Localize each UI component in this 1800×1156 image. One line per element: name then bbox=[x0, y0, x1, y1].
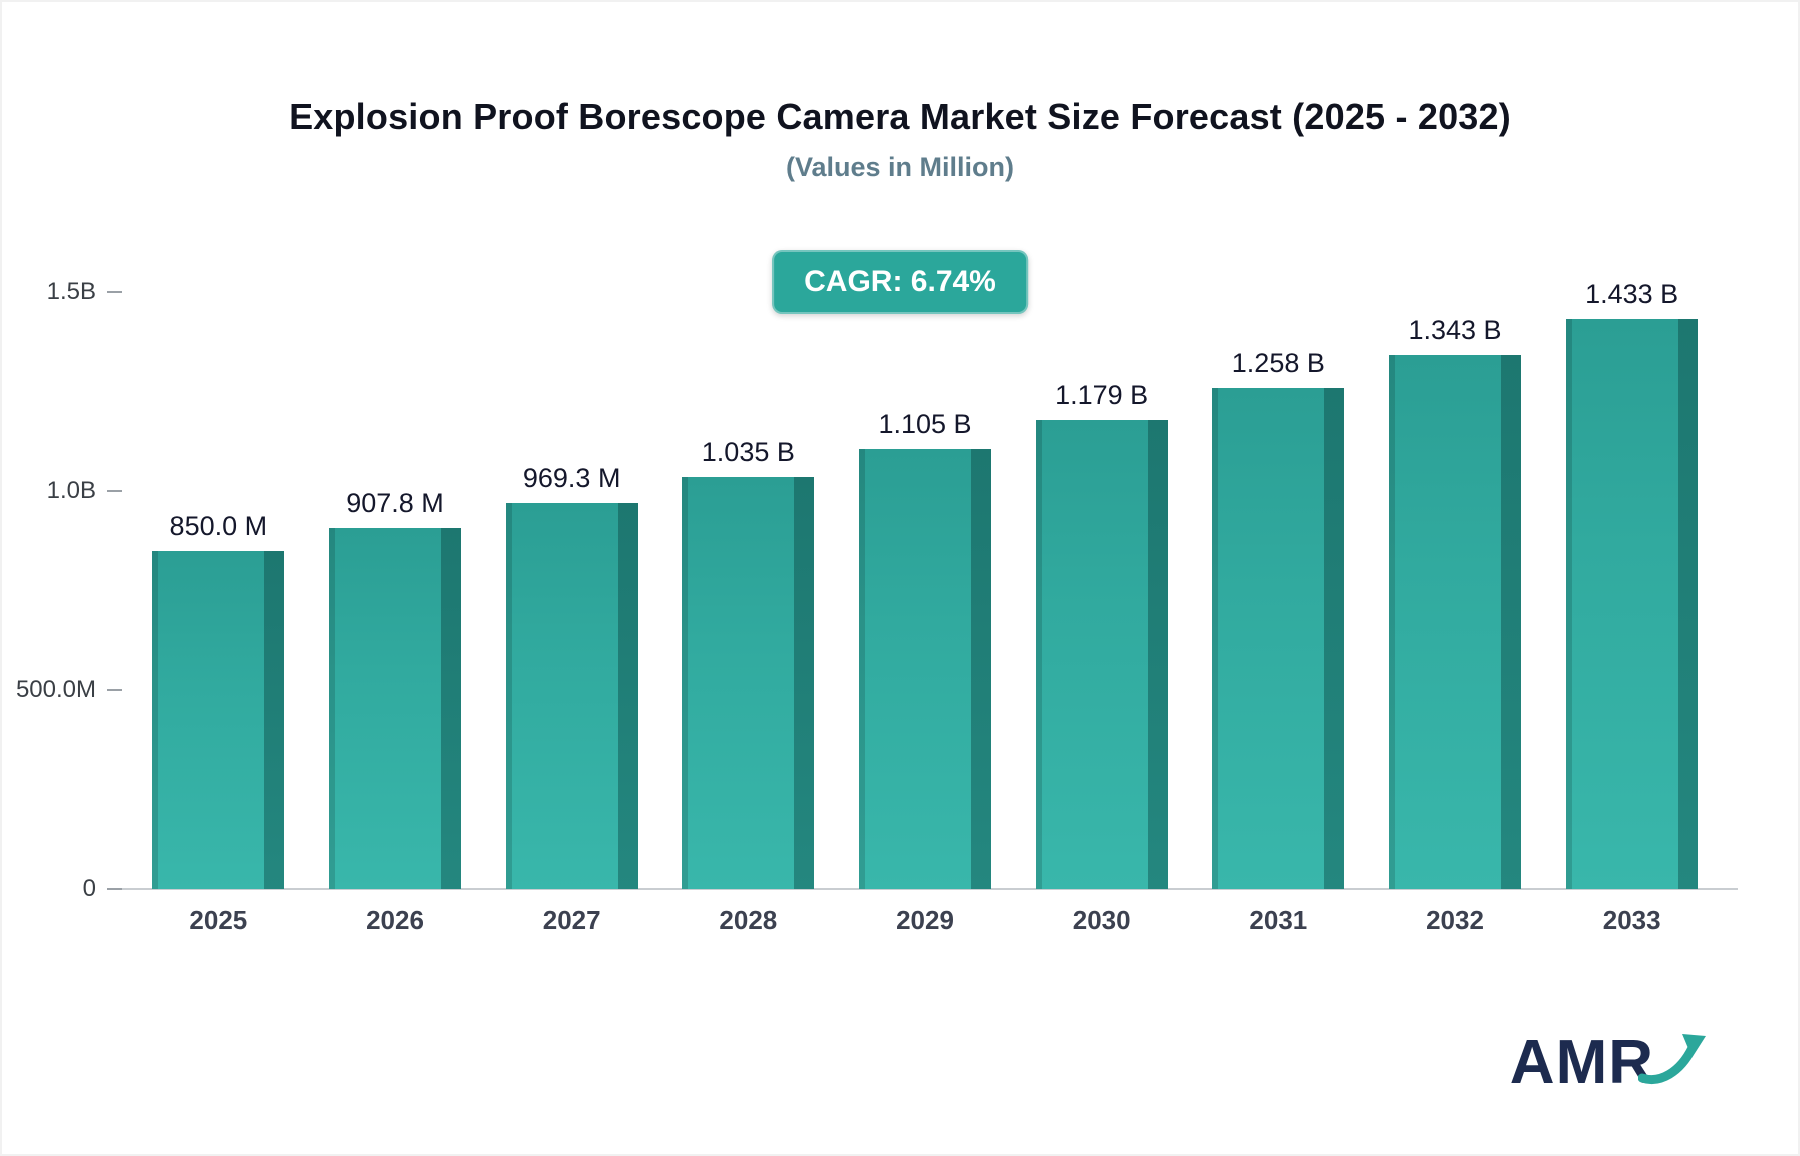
x-axis-label: 2030 bbox=[1072, 905, 1131, 935]
bar-side-face bbox=[794, 477, 815, 889]
y-tick-label: 0 bbox=[82, 875, 96, 902]
plot-area: 1.5B 1.0B 500.0M 0 850.0 M 907.8 M 969.3 M 1.03… bbox=[16, 278, 1738, 902]
bar-2027: 969.3 M bbox=[505, 463, 638, 889]
chart-title: Explosion Proof Borescope Camera Market … bbox=[289, 96, 1511, 137]
x-axis-line bbox=[112, 888, 1738, 890]
amr-logo-text: AMR bbox=[1509, 1028, 1654, 1097]
x-axis-label: 2031 bbox=[1249, 905, 1308, 935]
bar-side-face bbox=[264, 550, 285, 889]
bar-value-label: 907.8 M bbox=[346, 487, 444, 518]
bar-side-face bbox=[1147, 419, 1168, 889]
bar-front-face bbox=[1565, 318, 1678, 889]
bar-value-label: 1.035 B bbox=[701, 437, 795, 468]
bar-value-label: 850.0 M bbox=[169, 510, 268, 541]
y-tick-mark bbox=[107, 689, 122, 691]
bar-value-label: 1.179 B bbox=[1055, 379, 1149, 410]
y-tick-mark bbox=[107, 490, 122, 492]
bar-front-face bbox=[1389, 354, 1501, 889]
bar-2032: 1.343 B bbox=[1389, 315, 1521, 889]
y-tick-label: 500.0M bbox=[15, 676, 96, 703]
bar-2028: 1.035 B bbox=[682, 437, 815, 889]
x-axis-label: 2032 bbox=[1426, 905, 1484, 935]
y-tick-label: 1.5B bbox=[46, 278, 96, 305]
bar-front-face bbox=[505, 503, 618, 889]
y-tick-label: 1.0B bbox=[46, 477, 96, 504]
bar-value-label: 1.343 B bbox=[1408, 314, 1502, 345]
bar-front-face bbox=[329, 527, 441, 889]
cagr-badge: CAGR: 6.74% bbox=[772, 250, 1028, 314]
bar-front-face bbox=[152, 550, 265, 889]
y-tick-mark bbox=[107, 888, 122, 890]
bar-side-face bbox=[1501, 354, 1521, 889]
bar-2030: 1.179 B bbox=[1035, 380, 1168, 889]
x-axis-label: 2033 bbox=[1602, 905, 1661, 935]
bar-value-label: 1.433 B bbox=[1585, 278, 1679, 309]
bar-2029: 1.105 B bbox=[859, 409, 991, 889]
bar-value-label: 1.258 B bbox=[1231, 348, 1325, 379]
growth-arrow-icon bbox=[1638, 1033, 1706, 1084]
x-axis-label: 2028 bbox=[719, 905, 778, 935]
bar-front-face bbox=[859, 449, 971, 889]
bar-2031: 1.258 B bbox=[1212, 348, 1345, 889]
x-axis-label: 2029 bbox=[896, 905, 954, 935]
chart-subtitle: (Values in Million) bbox=[785, 152, 1015, 182]
bar-front-face bbox=[1035, 419, 1148, 889]
x-axis-label: 2027 bbox=[542, 905, 601, 935]
y-tick-mark bbox=[107, 291, 122, 293]
bar-side-face bbox=[1677, 318, 1698, 889]
amr-logo: AMR bbox=[1510, 1027, 1712, 1098]
bar-2025: 850.0 M bbox=[152, 511, 285, 889]
bar-side-face bbox=[441, 527, 461, 889]
bar-side-face bbox=[971, 449, 991, 889]
bar-front-face bbox=[1212, 388, 1325, 889]
bar-value-label: 1.105 B bbox=[878, 409, 972, 440]
bar-front-face bbox=[682, 477, 795, 889]
bar-2033: 1.433 B bbox=[1565, 279, 1698, 889]
x-axis-label: 2026 bbox=[366, 905, 424, 935]
bar-side-face bbox=[617, 503, 638, 889]
bar-2026: 907.8 M bbox=[329, 488, 461, 889]
x-axis-labels: 2025 2026 2027 2028 2029 2030 2031 2032 2033 bbox=[130, 905, 1720, 945]
x-axis-label: 2025 bbox=[189, 905, 248, 935]
bar-value-label: 969.3 M bbox=[522, 463, 621, 494]
bar-side-face bbox=[1324, 388, 1345, 889]
